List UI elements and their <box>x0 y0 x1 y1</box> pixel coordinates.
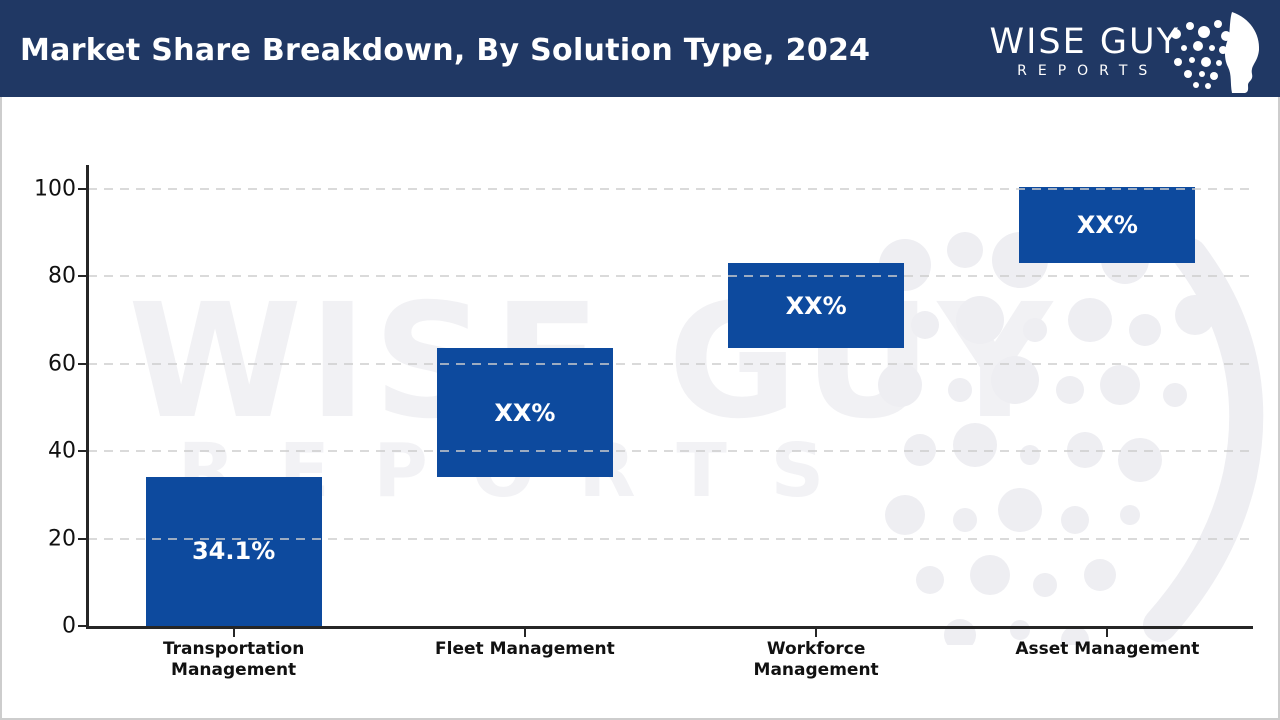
logo-wordmark: WISE GUY <box>989 22 1180 62</box>
y-tick-label: 100 <box>34 176 76 201</box>
x-tick-mark <box>232 629 235 637</box>
x-axis-line <box>86 626 1253 629</box>
bar-value-label: XX% <box>1076 211 1138 240</box>
gridline <box>88 537 1253 540</box>
gridline <box>88 275 1253 277</box>
x-tick-mark <box>523 629 526 637</box>
y-axis-line <box>86 165 89 629</box>
category-label-line: Management <box>753 660 879 680</box>
category-label-line: Transportation <box>162 639 305 659</box>
gridline <box>88 362 1253 365</box>
y-tick-mark <box>78 625 87 627</box>
bar-segment: XX% <box>728 262 905 349</box>
y-tick-mark <box>78 362 87 365</box>
bar-value-label: 34.1% <box>191 537 276 566</box>
page-title: Market Share Breakdown, By Solution Type… <box>20 33 871 68</box>
gridline <box>88 450 1253 452</box>
y-tick-label: 0 <box>62 613 76 639</box>
category-label-line: Management <box>171 660 297 680</box>
y-tick-mark <box>78 537 87 540</box>
bar-value-label: XX% <box>494 398 556 427</box>
gridline <box>88 187 1253 190</box>
bar-segment: XX% <box>436 348 613 477</box>
watermark-head-graphic <box>878 229 1264 645</box>
y-tick-label: 20 <box>48 526 76 551</box>
category-label: Workforce Management <box>666 639 966 681</box>
logo-head-icon <box>1171 12 1260 93</box>
x-tick-mark <box>1106 629 1109 637</box>
category-label-line: Fleet Management <box>435 639 615 659</box>
bar-segment: XX% <box>1019 187 1196 263</box>
wiseguy-logo: WISE GUY REPORTS <box>989 8 1266 94</box>
y-tick-label: 40 <box>48 438 76 464</box>
y-tick-mark <box>78 275 87 277</box>
y-tick-label: 80 <box>48 263 76 289</box>
bar-segment: 34.1% <box>145 476 322 626</box>
y-tick-mark <box>78 450 87 452</box>
category-label-line: Asset Management <box>1015 639 1200 659</box>
category-label: Asset Management <box>957 639 1257 660</box>
header-band: Market Share Breakdown, By Solution Type… <box>0 0 1280 97</box>
category-label: Fleet Management <box>375 639 675 660</box>
bar-value-label: XX% <box>785 291 847 320</box>
category-label: Transportation Management <box>84 639 384 681</box>
y-tick-mark <box>78 187 87 190</box>
y-tick-label: 60 <box>48 351 76 376</box>
category-label-line: Workforce <box>766 639 866 659</box>
logo-subtext: REPORTS <box>1017 63 1159 79</box>
x-tick-mark <box>815 629 818 637</box>
